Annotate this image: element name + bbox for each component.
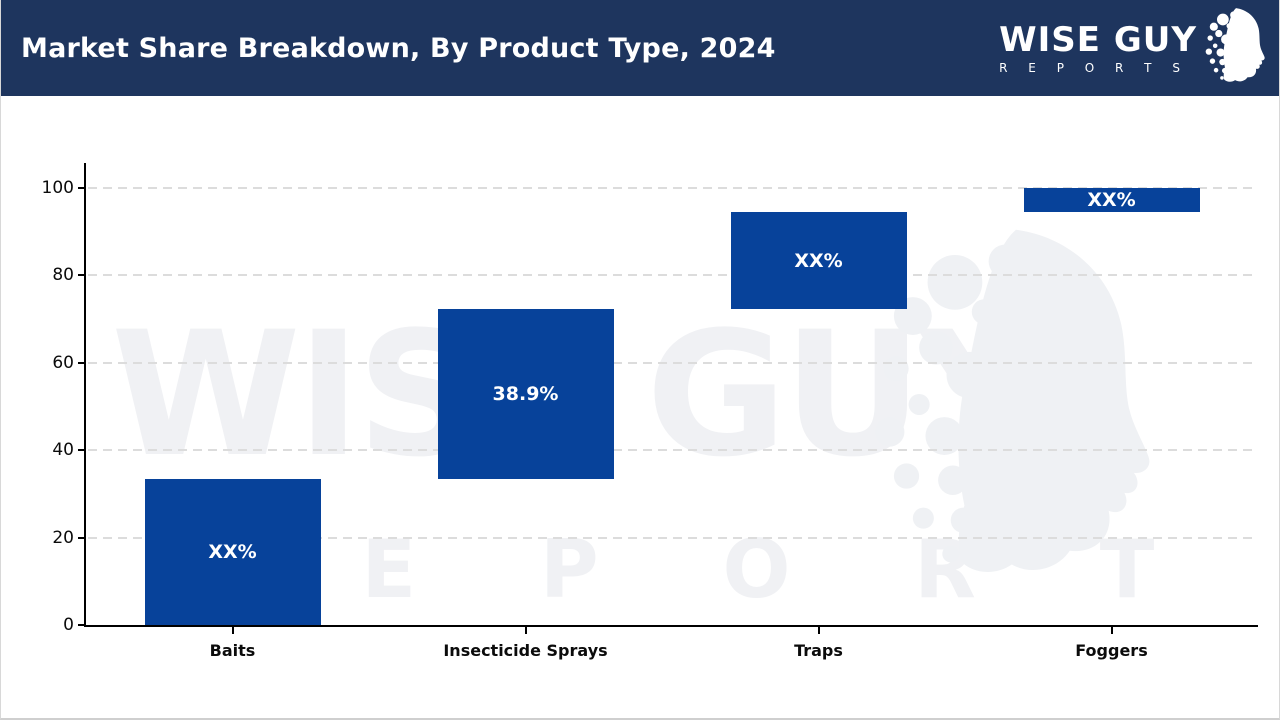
y-axis-tick-label: 80 (52, 265, 74, 285)
bar-baits (144, 479, 321, 625)
gridline-100 (88, 186, 1258, 189)
gridline-60 (88, 361, 1258, 364)
watermark-face-icon (874, 229, 1150, 572)
bar-value-label-traps: XX% (794, 249, 843, 272)
y-axis-tick-label: 100 (41, 177, 74, 198)
y-axis-tick (78, 449, 86, 451)
x-axis-line (84, 625, 1258, 627)
logo-text: WISE GUY R E P O R T S (999, 22, 1197, 75)
y-axis-line (84, 163, 86, 627)
category-label-foggers: Foggers (1075, 641, 1148, 660)
bar-value-label-foggers: XX% (1087, 188, 1136, 211)
bar-foggers (1023, 187, 1200, 212)
bar-value-label-insecticide-sprays: 38.9% (492, 383, 559, 406)
category-label-baits: Baits (209, 641, 256, 660)
header-bar: Market Share Breakdown, By Product Type,… (1, 0, 1279, 96)
x-axis-tick (817, 627, 820, 634)
x-axis-tick (524, 627, 527, 634)
y-axis-tick (78, 361, 86, 364)
logo-face-icon (1205, 8, 1265, 82)
y-axis-tick-label: 40 (52, 440, 74, 460)
y-axis-tick (78, 274, 86, 276)
x-axis-tick (231, 627, 234, 634)
bar-value-label-baits: XX% (208, 541, 257, 564)
x-axis-tick (1110, 627, 1113, 634)
wise-guy-reports-logo: WISE GUY R E P O R T S (999, 0, 1271, 96)
y-axis-tick (78, 624, 86, 626)
bar-traps (730, 212, 907, 310)
category-label-traps: Traps (794, 641, 843, 660)
bar-insecticide-sprays (437, 309, 614, 480)
logo-wordmark: WISE GUY (999, 19, 1197, 60)
logo-subtitle: R E P O R T S (999, 60, 1189, 75)
gridline-20 (88, 536, 1258, 539)
y-axis-tick (78, 186, 86, 189)
y-axis-tick-label: 0 (63, 615, 74, 635)
y-axis-tick-label: 20 (52, 527, 74, 548)
y-axis-tick-label: 60 (52, 352, 74, 373)
gridline-40 (88, 449, 1258, 451)
category-label-insecticide-sprays: Insecticide Sprays (443, 641, 608, 660)
y-axis-tick (78, 536, 86, 539)
gridline-80 (88, 274, 1258, 276)
chart-title: Market Share Breakdown, By Product Type,… (21, 32, 776, 64)
